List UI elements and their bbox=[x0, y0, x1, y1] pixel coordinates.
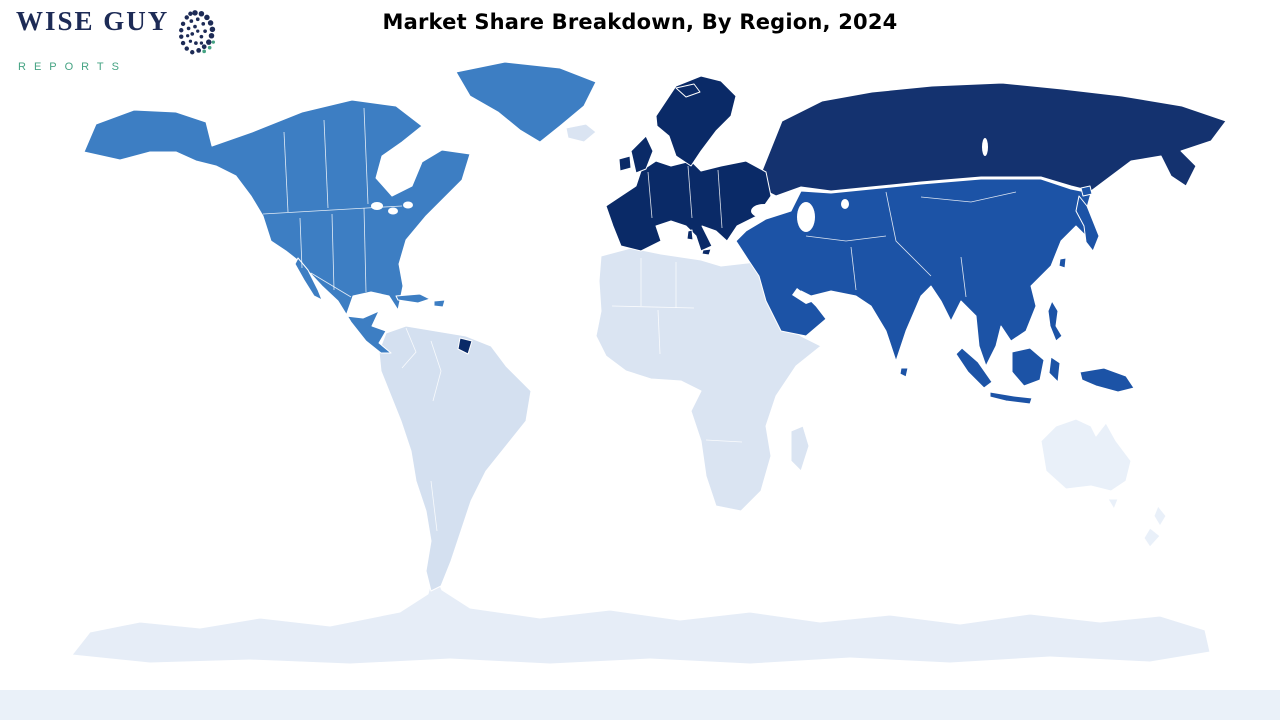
black-sea bbox=[751, 204, 777, 218]
antarctica-region bbox=[71, 571, 1211, 665]
persian-gulf bbox=[792, 288, 814, 304]
sulawesi-region bbox=[1048, 356, 1061, 383]
dotted-head-icon bbox=[179, 10, 216, 55]
aral-sea bbox=[841, 199, 849, 209]
lake-baikal bbox=[982, 138, 988, 156]
corsica-sardinia bbox=[686, 229, 694, 241]
logo-wordmark: WISE GUY bbox=[16, 6, 170, 36]
europe-border-line bbox=[687, 165, 693, 219]
asia-border-line bbox=[805, 235, 887, 242]
page-title: Market Share Breakdown, By Region, 2024 bbox=[382, 10, 898, 34]
united-kingdom-region bbox=[630, 135, 654, 174]
bottom-band bbox=[0, 690, 1280, 720]
north-america-region bbox=[83, 99, 471, 354]
europe-region bbox=[605, 160, 772, 252]
state-border bbox=[331, 213, 335, 291]
hokkaido-region bbox=[1080, 185, 1093, 197]
new-zealand-south bbox=[1143, 527, 1161, 548]
taiwan-region bbox=[1058, 257, 1067, 269]
great-lake bbox=[371, 202, 383, 210]
java-region bbox=[989, 391, 1033, 405]
africa-border-line bbox=[705, 439, 743, 443]
province-border bbox=[363, 107, 369, 205]
sumatra-region bbox=[955, 347, 993, 389]
asia-border-line bbox=[885, 191, 932, 277]
europe-border-line bbox=[717, 169, 723, 229]
great-lake bbox=[388, 207, 398, 215]
alaska-border bbox=[208, 121, 214, 147]
asia-border-line bbox=[960, 256, 967, 298]
asia-border-line bbox=[850, 246, 857, 291]
madagascar-region bbox=[790, 425, 810, 472]
south-america-region bbox=[378, 325, 532, 592]
hispaniola-region bbox=[433, 299, 446, 308]
cuba-region bbox=[395, 293, 431, 304]
us-mexico-border bbox=[310, 272, 352, 298]
caspian-sea bbox=[797, 202, 815, 232]
french-guiana-region bbox=[457, 337, 473, 355]
ireland-region bbox=[618, 155, 632, 172]
new-guinea-region bbox=[1079, 367, 1135, 393]
sicily-region bbox=[701, 248, 712, 256]
baja-california-region bbox=[294, 257, 323, 301]
europe-border-line bbox=[647, 171, 653, 219]
africa-border-line bbox=[657, 309, 661, 355]
south-america-border-line bbox=[401, 327, 417, 369]
south-america-border-line bbox=[430, 480, 438, 532]
russia-region bbox=[761, 82, 1227, 197]
scandinavia-region bbox=[655, 75, 737, 167]
great-lake bbox=[403, 201, 413, 209]
province-border bbox=[323, 119, 329, 209]
africa-border-line bbox=[611, 305, 695, 309]
australia-region bbox=[1040, 418, 1132, 492]
japan-region bbox=[1075, 195, 1100, 252]
logo: WISE GUY REPORTS bbox=[16, 8, 217, 73]
asia-border-line bbox=[920, 191, 1017, 203]
us-canada-border bbox=[262, 205, 403, 215]
state-border bbox=[299, 217, 303, 269]
greenland-region bbox=[455, 61, 597, 143]
province-border bbox=[283, 131, 289, 213]
svalbard-region bbox=[675, 83, 701, 98]
philippines-region bbox=[1047, 300, 1063, 342]
new-zealand-north bbox=[1153, 505, 1167, 527]
borneo-region bbox=[1011, 347, 1045, 387]
iceland-region bbox=[565, 123, 597, 143]
state-border bbox=[363, 207, 367, 293]
logo-subtitle: REPORTS bbox=[18, 61, 127, 73]
sri-lanka-region bbox=[899, 367, 909, 378]
south-america-border-line bbox=[430, 340, 442, 402]
tasmania-region bbox=[1107, 498, 1119, 510]
